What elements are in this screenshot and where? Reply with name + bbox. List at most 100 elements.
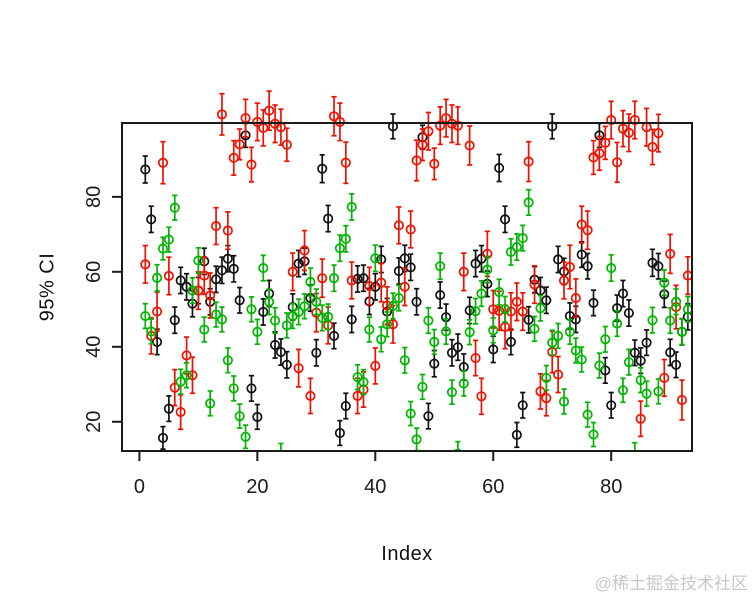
ci-point-green xyxy=(606,254,617,283)
ci-point-black xyxy=(541,286,552,315)
ci-point-black xyxy=(553,245,564,274)
ci-point-green xyxy=(411,427,422,452)
ci-point-green xyxy=(458,370,469,397)
x-tick-label: 60 xyxy=(482,476,504,498)
ci-point-green xyxy=(252,318,263,346)
ci-point-red xyxy=(682,255,693,296)
ci-point-black xyxy=(405,253,416,282)
ci-point-black xyxy=(234,286,245,314)
ci-point-black xyxy=(258,297,269,326)
ci-point-red xyxy=(287,252,298,292)
ci-point-green xyxy=(653,378,664,405)
ci-point-green xyxy=(682,295,693,323)
ci-point-green xyxy=(676,318,688,346)
ci-point-green xyxy=(163,226,174,253)
ci-point-black xyxy=(653,252,664,280)
ci-point-green xyxy=(277,442,285,452)
ci-point-red xyxy=(641,107,652,147)
ci-point-red xyxy=(476,377,487,416)
ci-point-green xyxy=(146,318,157,345)
ci-point-black xyxy=(175,266,186,295)
ci-point-green xyxy=(441,317,452,346)
ci-point-black xyxy=(523,305,534,334)
ci-point-green xyxy=(547,329,558,356)
ci-point-green xyxy=(405,400,416,427)
ci-point-green xyxy=(617,377,629,404)
ci-point-black xyxy=(163,395,174,423)
ci-point-green xyxy=(600,325,611,353)
plot-box xyxy=(121,122,693,452)
ci-point-green xyxy=(187,276,198,305)
ci-point-green xyxy=(293,298,304,326)
ci-point-black xyxy=(311,338,322,367)
ci-point-red xyxy=(399,267,410,307)
ci-point-green xyxy=(311,288,322,316)
ci-point-green xyxy=(612,309,623,338)
x-tick-label: 0 xyxy=(134,476,145,498)
ci-point-green xyxy=(305,267,316,297)
ci-point-red xyxy=(169,368,180,407)
ci-point-red xyxy=(600,125,611,161)
ci-point-green xyxy=(564,318,575,346)
ci-point-green xyxy=(446,379,458,405)
ci-point-red xyxy=(281,127,292,163)
ci-point-red xyxy=(140,244,151,284)
ci-point-black xyxy=(470,249,481,278)
ci-point-red xyxy=(623,113,634,153)
ci-point-red xyxy=(228,139,239,176)
ci-point-black xyxy=(671,351,682,379)
ci-point-green xyxy=(346,192,357,221)
ci-point-red xyxy=(458,252,469,292)
ci-point-green xyxy=(623,348,634,376)
ci-point-red xyxy=(199,255,210,296)
ci-point-red xyxy=(187,356,198,395)
ci-point-green xyxy=(470,297,481,325)
ci-point-red xyxy=(553,355,564,394)
ci-point-green xyxy=(535,294,546,322)
ci-point-black xyxy=(617,279,629,308)
ci-point-green xyxy=(281,312,292,339)
ci-point-red xyxy=(452,106,463,146)
ci-point-black xyxy=(346,305,357,334)
ci-point-red xyxy=(582,210,593,251)
ci-point-green xyxy=(334,234,345,263)
ci-point-green xyxy=(370,244,381,273)
ci-point-black xyxy=(511,421,522,449)
ci-point-red xyxy=(523,140,534,183)
x-tick-label: 80 xyxy=(600,476,622,498)
ci-point-red xyxy=(234,128,245,161)
ci-point-green xyxy=(453,440,463,452)
y-tick-label: 40 xyxy=(83,336,105,358)
ci-point-red xyxy=(564,244,575,290)
ci-point-green xyxy=(211,301,222,328)
ci-point-green xyxy=(399,346,410,374)
ci-point-red xyxy=(258,109,269,147)
ci-point-green xyxy=(558,388,570,415)
ci-point-red xyxy=(558,261,570,300)
ci-point-black xyxy=(252,403,263,431)
ci-point-green xyxy=(505,237,516,266)
watermark: @稀土掘金技术社区 xyxy=(594,574,748,593)
ci-point-green xyxy=(269,306,281,335)
ci-point-black xyxy=(629,339,640,367)
ci-point-red xyxy=(505,291,516,332)
ci-point-red xyxy=(529,264,540,305)
ci-point-green xyxy=(511,233,522,262)
ci-point-green xyxy=(517,224,528,252)
ci-point-green xyxy=(387,292,399,320)
ci-point-red xyxy=(405,210,416,249)
ci-point-green xyxy=(529,315,540,343)
ci-point-red xyxy=(205,272,216,319)
ci-point-red xyxy=(570,278,581,319)
ci-point-red xyxy=(340,141,351,185)
ci-point-red xyxy=(393,206,404,245)
ci-point-green xyxy=(205,390,216,417)
ci-point-red xyxy=(635,400,646,438)
ci-point-green xyxy=(570,337,581,364)
ci-point-red xyxy=(653,113,664,153)
ci-point-green xyxy=(647,306,658,334)
ci-point-green xyxy=(488,317,499,344)
ci-point-red xyxy=(293,348,304,388)
ci-point-green xyxy=(423,306,434,335)
